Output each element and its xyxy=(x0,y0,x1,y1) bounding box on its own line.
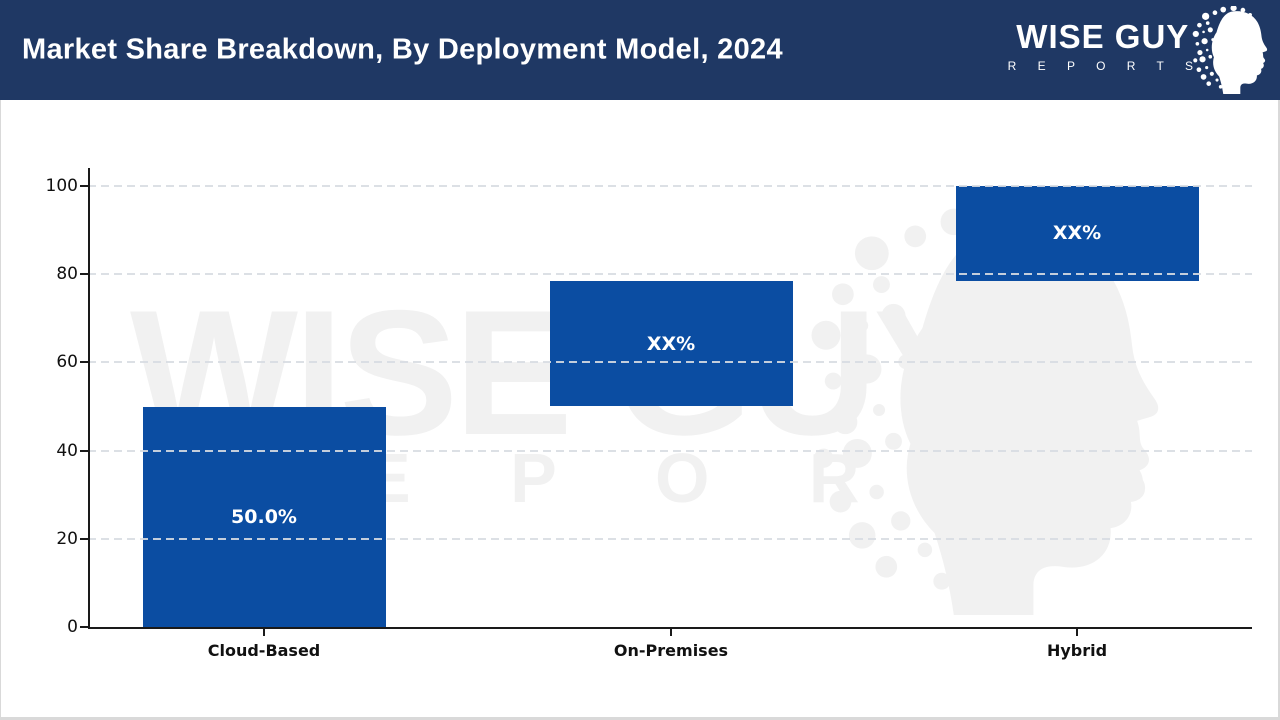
gridline-60 xyxy=(88,361,1252,364)
y-tick-label: 100 xyxy=(45,176,78,196)
gridline-40 xyxy=(88,449,1252,452)
y-axis-line xyxy=(88,168,90,629)
y-tick-label: 0 xyxy=(67,617,78,637)
y-tick-mark xyxy=(80,273,88,276)
logo-face-icon xyxy=(1192,6,1268,94)
x-tick-mark xyxy=(263,629,265,636)
y-tick-mark xyxy=(80,361,88,364)
y-tick-mark xyxy=(80,185,88,187)
y-tick-label: 20 xyxy=(56,528,78,549)
x-tick-label-cloud-based: Cloud-Based xyxy=(207,641,321,660)
page-title: Market Share Breakdown, By Deployment Mo… xyxy=(22,33,783,66)
wise-guy-reports-logo: WISE GUY R E P O R T S xyxy=(1008,0,1270,100)
logo-text: WISE GUY R E P O R T S xyxy=(1004,18,1202,73)
gridline-100 xyxy=(88,185,1252,187)
y-tick-mark xyxy=(80,537,88,540)
x-tick-mark xyxy=(670,629,672,636)
x-tick-mark xyxy=(1076,629,1078,636)
header-band: Market Share Breakdown, By Deployment Mo… xyxy=(0,0,1280,100)
bar-value-label: XX% xyxy=(646,332,696,355)
watermark-face-icon xyxy=(811,205,1159,615)
logo-subtitle: R E P O R T S xyxy=(1007,59,1202,73)
bar-on-premises xyxy=(549,280,793,407)
x-axis-line xyxy=(88,627,1252,629)
y-tick-label: 80 xyxy=(56,264,78,285)
gridline-80 xyxy=(88,273,1252,276)
bar-value-label: 50.0% xyxy=(231,505,297,528)
bar-cloud-based xyxy=(142,406,386,627)
y-tick-mark xyxy=(80,626,88,628)
y-tick-mark xyxy=(80,449,88,452)
x-tick-label-on-premises: On-Premises xyxy=(613,641,729,660)
bar-value-label: XX% xyxy=(1052,222,1102,245)
y-tick-label: 40 xyxy=(56,440,78,461)
gridline-20 xyxy=(88,537,1252,540)
y-tick-label: 60 xyxy=(56,352,78,373)
logo-wordmark: WISE GUY xyxy=(1016,18,1190,55)
x-tick-label-hybrid: Hybrid xyxy=(1046,641,1108,660)
bar-hybrid xyxy=(955,186,1199,281)
